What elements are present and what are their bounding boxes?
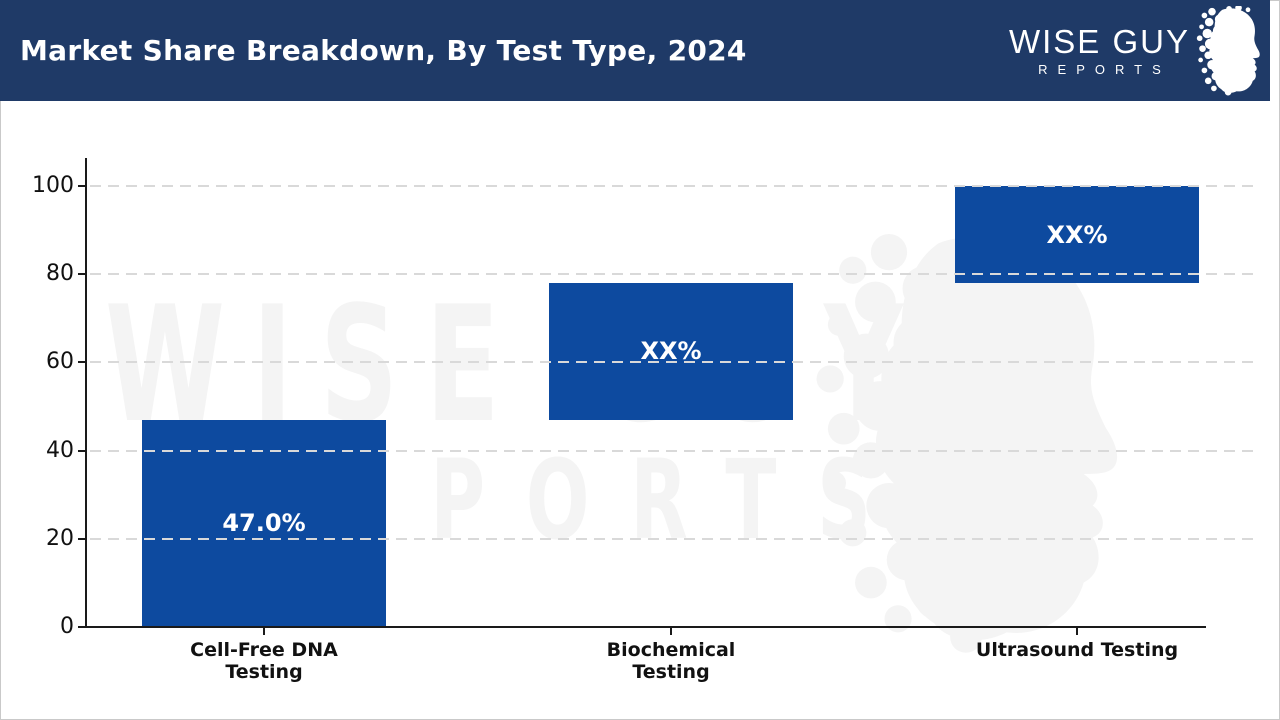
y-tick-mark (78, 626, 86, 628)
y-tick-mark (78, 449, 86, 452)
header: Market Share Breakdown, By Test Type, 20… (0, 0, 1270, 101)
watermark-face-icon (780, 225, 1170, 655)
logo-brand-subtitle: REPORTS (1038, 61, 1171, 77)
y-tick-mark (78, 185, 86, 187)
wiseguy-logo-text: WISE GUY REPORTS (1008, 22, 1190, 77)
x-axis-line (85, 626, 1206, 628)
y-tick-mark (78, 361, 86, 364)
y-tick-mark (78, 537, 86, 540)
logo-brand-name: WISE GUY (1008, 22, 1190, 60)
x-tick-mark (1076, 628, 1078, 635)
x-tick-mark (263, 628, 265, 635)
bar-value-label: 47.0% (222, 509, 306, 538)
chart-title: Market Share Breakdown, By Test Type, 20… (20, 34, 747, 67)
bar-segment-3: XX% (955, 186, 1199, 284)
y-tick-label: 40 (46, 437, 74, 463)
dotted-face-profile-icon (1194, 6, 1266, 96)
bar-segment-1: 47.0% (142, 419, 386, 627)
y-tick-label: 60 (46, 349, 74, 375)
x-tick-label: Cell-Free DNA Testing (190, 639, 338, 683)
y-tick-label: 0 (60, 614, 74, 639)
x-tick-label: Ultrasound Testing (975, 639, 1179, 661)
y-tick-label: 20 (46, 525, 74, 551)
x-tick-label: Biochemical Testing (606, 639, 736, 683)
gridline-60 (90, 361, 1253, 364)
bar-value-label: XX% (1046, 220, 1108, 249)
x-tick-mark (670, 628, 672, 635)
y-tick-mark (78, 273, 86, 276)
y-axis-line (85, 158, 87, 628)
bar-segment-2: XX% (549, 283, 793, 420)
gridline-80 (90, 273, 1253, 276)
gridline-100 (90, 185, 1253, 187)
gridline-20 (90, 537, 1253, 540)
gridline-40 (90, 449, 1253, 452)
y-tick-label: 80 (46, 261, 74, 287)
wiseguy-logo: WISE GUY REPORTS (1009, 0, 1266, 101)
bar-value-label: XX% (640, 337, 702, 366)
y-tick-label: 100 (32, 173, 74, 198)
